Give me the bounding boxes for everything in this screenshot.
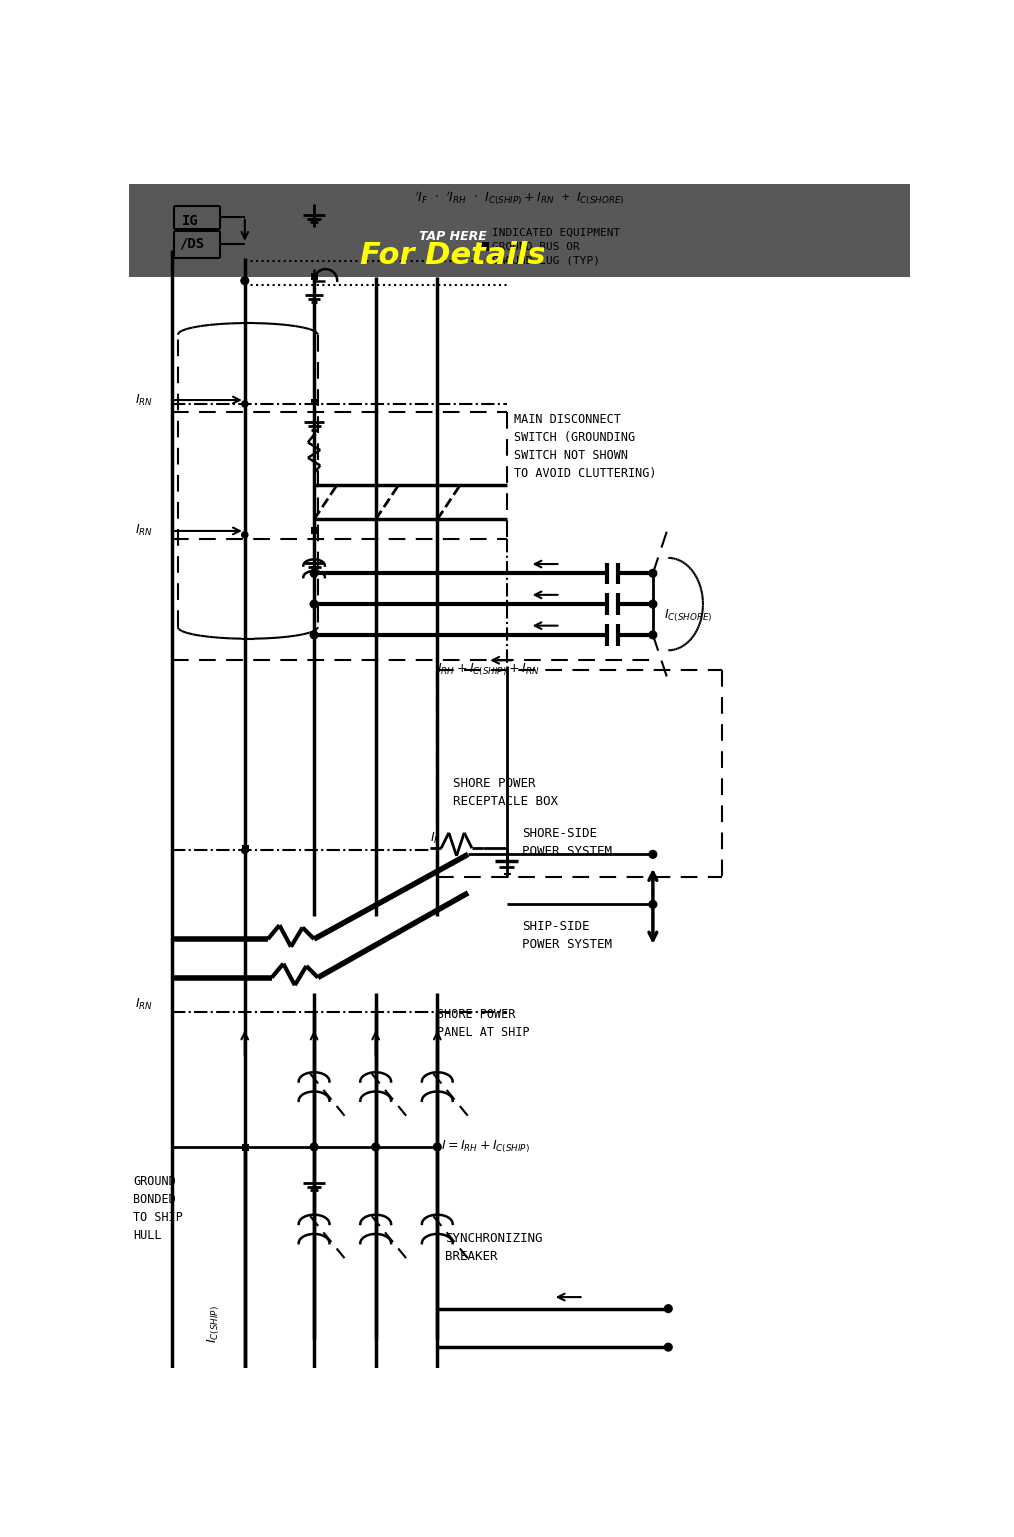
Circle shape (310, 601, 318, 609)
Bar (480, 243, 489, 252)
Circle shape (649, 901, 657, 908)
Circle shape (310, 632, 318, 639)
Bar (241, 845, 248, 851)
Text: $I_{C(SHORE)}$: $I_{C(SHORE)}$ (664, 607, 713, 624)
Circle shape (310, 1144, 318, 1151)
Circle shape (241, 401, 247, 407)
Circle shape (649, 632, 657, 639)
Text: $I_{C(SHIP)}$: $I_{C(SHIP)}$ (206, 1305, 222, 1343)
Circle shape (241, 847, 247, 853)
Text: For Details: For Details (360, 241, 546, 271)
Circle shape (310, 569, 318, 576)
Circle shape (241, 277, 248, 284)
Bar (311, 527, 318, 533)
Text: SYNCHRONIZING
BREAKER: SYNCHRONIZING BREAKER (445, 1231, 542, 1262)
Text: $I_F$: $I_F$ (430, 832, 440, 847)
Text: TAP HERE: TAP HERE (419, 231, 487, 243)
Text: IG: IG (182, 214, 199, 227)
Circle shape (433, 1144, 441, 1151)
Text: INDICATED EQUIPMENT
GROUND BUS OR
GROUND LUG (TYP): INDICATED EQUIPMENT GROUND BUS OR GROUND… (492, 227, 621, 266)
Circle shape (664, 1343, 672, 1351)
Text: $I_{RN}$: $I_{RN}$ (136, 524, 153, 538)
Text: /DS: /DS (179, 237, 205, 251)
Bar (311, 274, 318, 280)
Circle shape (649, 569, 657, 576)
Circle shape (649, 850, 657, 858)
Bar (311, 398, 318, 406)
Circle shape (241, 532, 247, 538)
Text: $I_{RN}$: $I_{RN}$ (136, 392, 153, 407)
Text: $I_{RH}+I_{C(SHIP)}+I_{RN}$: $I_{RH}+I_{C(SHIP)}+I_{RN}$ (437, 661, 539, 678)
Text: SHIP-SIDE
POWER SYSTEM: SHIP-SIDE POWER SYSTEM (522, 919, 612, 951)
Circle shape (649, 601, 657, 609)
Circle shape (664, 1305, 672, 1313)
Text: $I_{RN}$: $I_{RN}$ (136, 998, 153, 1011)
Text: $I = I_{RH}+I_{C(SHIP)}$: $I = I_{RH}+I_{C(SHIP)}$ (441, 1139, 530, 1156)
Text: $'I_F$ $\cdot$ $'I_{RH}$ $\cdot$ $I_{C(SHIP)}+I_{RN}$ + $I_{C(SHORE)}$: $'I_F$ $\cdot$ $'I_{RH}$ $\cdot$ $I_{C(S… (415, 189, 625, 207)
Bar (241, 1144, 248, 1151)
Text: GROUND
BONDED
TO SHIP
HULL: GROUND BONDED TO SHIP HULL (133, 1176, 183, 1242)
Bar (130, 184, 911, 277)
Text: SHORE POWER
PANEL AT SHIP: SHORE POWER PANEL AT SHIP (437, 1008, 530, 1039)
Circle shape (372, 1144, 379, 1151)
Text: SHORE POWER
RECEPTACLE BOX: SHORE POWER RECEPTACLE BOX (452, 778, 558, 808)
Text: SHORE-SIDE
POWER SYSTEM: SHORE-SIDE POWER SYSTEM (522, 827, 612, 858)
Text: MAIN DISCONNECT
SWITCH (GROUNDING
SWITCH NOT SHOWN
TO AVOID CLUTTERING): MAIN DISCONNECT SWITCH (GROUNDING SWITCH… (514, 413, 657, 480)
